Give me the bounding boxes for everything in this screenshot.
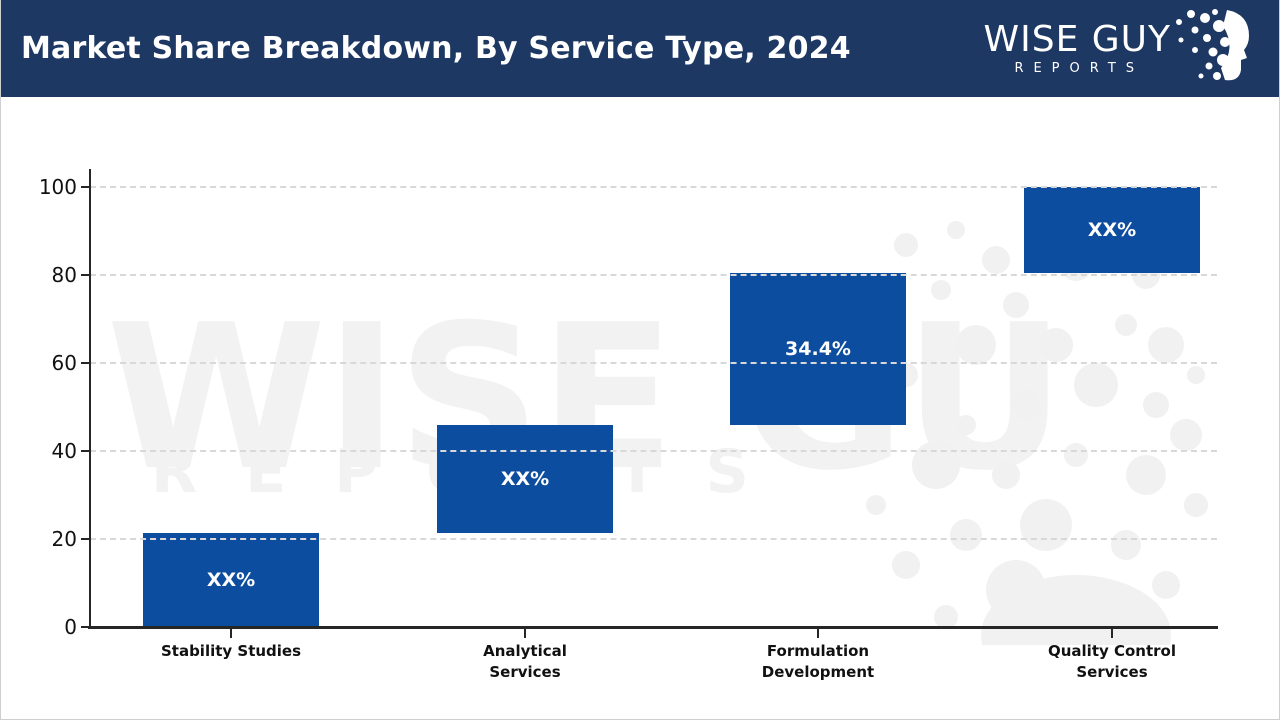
bar-value-label: XX% bbox=[206, 568, 256, 591]
bar-segment bbox=[730, 273, 906, 425]
x-category-label-line: Quality Control bbox=[1047, 642, 1176, 660]
logo-head-dots-icon bbox=[1165, 4, 1253, 94]
gridline bbox=[90, 538, 1217, 540]
gridline bbox=[90, 362, 1217, 364]
watermark-head-dots-icon bbox=[846, 205, 1226, 695]
header-bar: Market Share Breakdown, By Service Type,… bbox=[1, 0, 1279, 97]
logo-text: WISE GUY REPORTS bbox=[983, 19, 1172, 76]
bar-segment bbox=[143, 532, 319, 627]
x-tick-mark bbox=[817, 629, 819, 638]
y-tick-mark bbox=[81, 362, 90, 364]
y-tick-mark bbox=[81, 274, 90, 276]
x-tick-mark bbox=[524, 629, 526, 638]
wiseguy-logo: WISE GUY REPORTS bbox=[984, 4, 1254, 94]
x-category-label-line: Development bbox=[761, 663, 875, 681]
logo-subtitle: REPORTS bbox=[1014, 61, 1145, 76]
bar-segment bbox=[437, 424, 613, 533]
bar-value-label: XX% bbox=[1087, 219, 1137, 242]
gridline bbox=[90, 186, 1217, 188]
gridline bbox=[90, 450, 1217, 452]
page-title: Market Share Breakdown, By Service Type,… bbox=[21, 31, 851, 66]
x-category-label: Analytical Services bbox=[410, 641, 640, 683]
y-tick-mark bbox=[81, 538, 90, 540]
y-tick-label: 20 bbox=[51, 527, 77, 551]
x-category-label-line: Formulation bbox=[766, 642, 870, 660]
x-category-label: Stability Studies bbox=[116, 641, 346, 662]
y-tick-mark bbox=[81, 450, 90, 452]
x-category-label-line: Stability Studies bbox=[160, 642, 302, 660]
y-tick-mark bbox=[81, 186, 90, 188]
y-tick-label: 80 bbox=[51, 263, 77, 287]
x-category-label-line: Services bbox=[1076, 663, 1148, 681]
y-tick-label: 40 bbox=[51, 439, 77, 463]
x-tick-mark bbox=[1111, 629, 1113, 638]
bar-value-label: 34.4% bbox=[785, 337, 851, 360]
x-category-label-line: Analytical bbox=[483, 642, 567, 660]
x-category-label: Formulation Development bbox=[703, 641, 933, 683]
bar-segment bbox=[1024, 187, 1200, 274]
y-tick-label: 60 bbox=[51, 351, 77, 375]
logo-name: WISE GUY bbox=[983, 19, 1171, 60]
gridline bbox=[90, 274, 1217, 276]
bar-value-label: XX% bbox=[500, 467, 550, 490]
y-axis-line bbox=[89, 169, 91, 629]
x-axis-line bbox=[88, 626, 1218, 629]
y-tick-mark bbox=[81, 626, 90, 628]
x-category-label: Quality Control Services bbox=[997, 641, 1227, 683]
x-category-label-line: Services bbox=[489, 663, 561, 681]
x-tick-mark bbox=[230, 629, 232, 638]
y-tick-label: 0 bbox=[64, 615, 77, 639]
y-tick-label: 100 bbox=[38, 175, 77, 199]
